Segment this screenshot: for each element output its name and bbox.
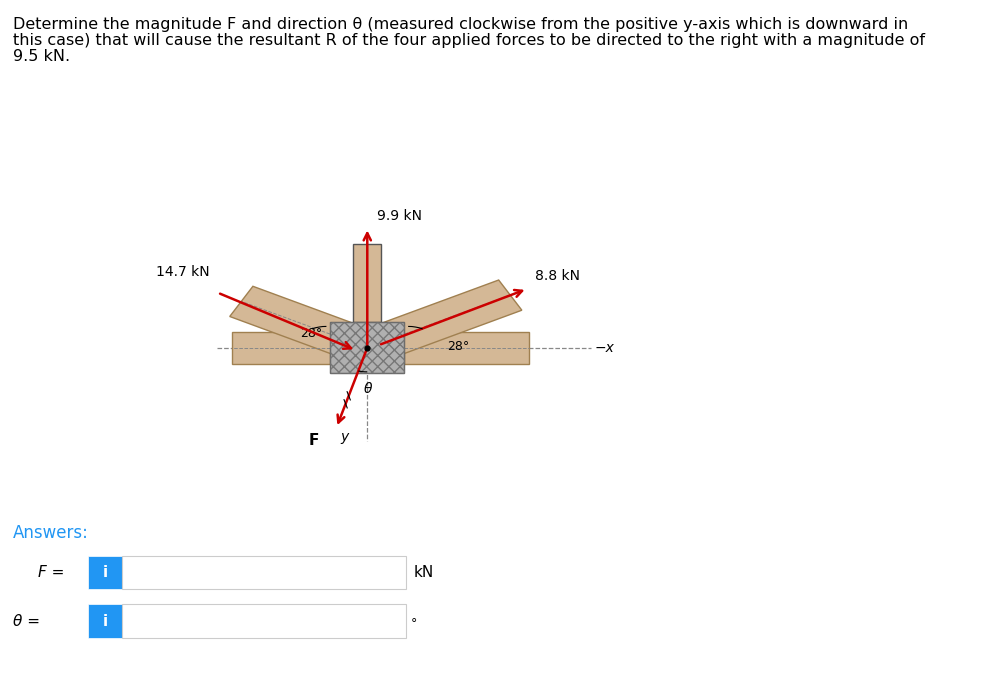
Text: i: i	[102, 565, 107, 580]
Text: 28°: 28°	[446, 340, 468, 353]
Bar	[330, 322, 404, 373]
FancyBboxPatch shape	[87, 556, 122, 589]
Text: θ: θ	[364, 382, 373, 396]
Text: O: O	[372, 350, 383, 364]
Text: 28°: 28°	[300, 327, 322, 340]
Text: −x: −x	[594, 341, 614, 355]
Text: Answers:: Answers:	[13, 524, 88, 542]
Polygon shape	[353, 244, 381, 322]
Polygon shape	[233, 332, 330, 364]
Text: Determine the magnitude F and direction θ (measured clockwise from the positive : Determine the magnitude F and direction …	[13, 17, 908, 33]
Text: this case) that will cause the resultant R of the four applied forces to be dire: this case) that will cause the resultant…	[13, 33, 924, 49]
FancyBboxPatch shape	[87, 604, 122, 638]
FancyBboxPatch shape	[122, 556, 406, 589]
Polygon shape	[404, 332, 529, 364]
Text: 8.8 kN: 8.8 kN	[535, 269, 580, 283]
Bar	[330, 322, 404, 373]
Text: 9.5 kN.: 9.5 kN.	[13, 49, 70, 65]
Text: 9.9 kN: 9.9 kN	[376, 210, 421, 223]
Text: kN: kN	[414, 565, 433, 580]
Polygon shape	[378, 280, 521, 355]
Text: F: F	[309, 433, 319, 448]
Text: 14.7 kN: 14.7 kN	[156, 265, 210, 279]
FancyBboxPatch shape	[122, 604, 406, 638]
Text: y: y	[340, 430, 348, 444]
Text: °: °	[411, 617, 416, 630]
Text: F =: F =	[38, 565, 65, 580]
Polygon shape	[230, 287, 356, 355]
Text: θ =: θ =	[13, 613, 40, 629]
Text: i: i	[102, 613, 107, 629]
